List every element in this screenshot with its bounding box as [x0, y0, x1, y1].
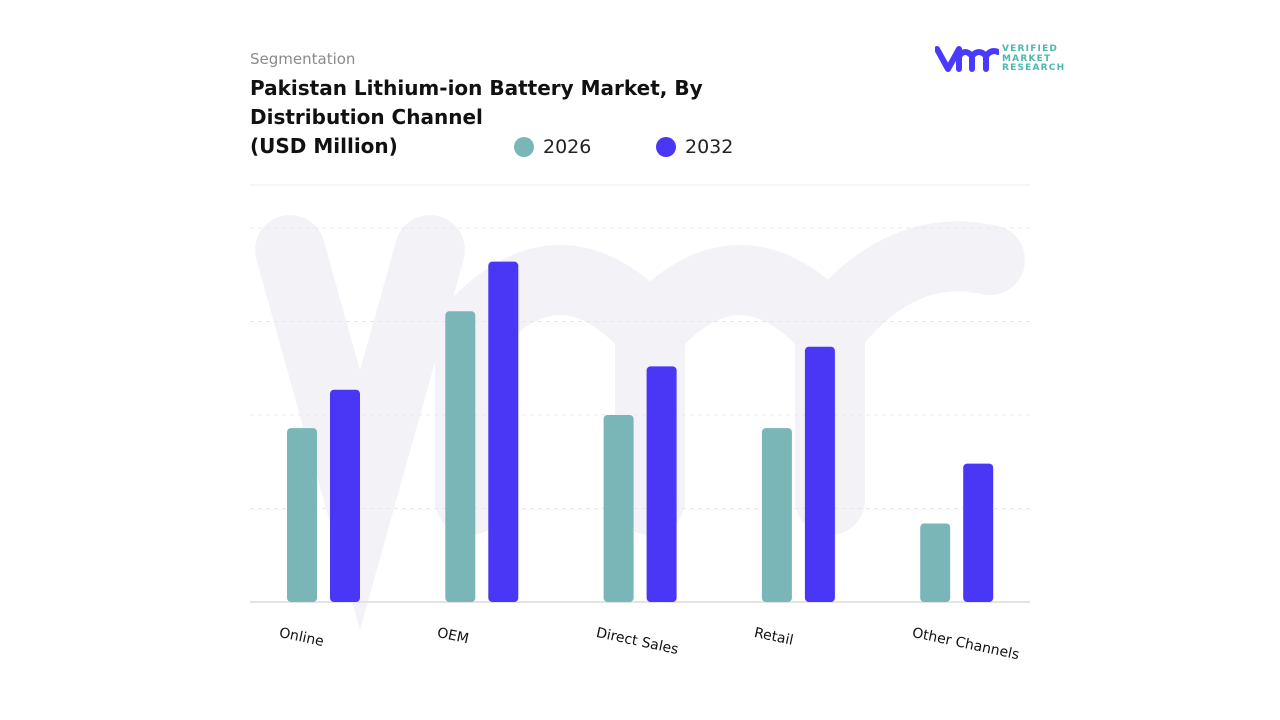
logo-line: VERIFIED [1002, 44, 1059, 54]
legend-label-2032: 2032 [685, 136, 734, 158]
bar-2026-oem [445, 311, 476, 602]
bar-2026-online [287, 428, 317, 602]
bar-2032-direct-sales [646, 366, 677, 602]
watermark-logo-icon [255, 215, 1025, 630]
legend-label-2026: 2026 [543, 136, 592, 158]
logo-line: MARKET [1002, 53, 1052, 64]
legend-item-2032: 2032 [656, 136, 733, 158]
segment-label: Segmentation [250, 50, 356, 68]
bar-2026-direct-sales [603, 415, 634, 602]
bar-2032-oem [488, 261, 519, 602]
bar-2032-online [330, 389, 360, 602]
logo-text: VERIFIED MARKET RESEARCH [1002, 44, 1066, 74]
bar-2032-retail [804, 346, 835, 602]
bar-2026-other-channels [920, 523, 951, 602]
bar-2032-other-channels [963, 463, 994, 602]
logo-line: RESEARCH [1002, 63, 1066, 73]
legend-swatch-2032 [656, 137, 676, 157]
legend-swatch-2026 [514, 137, 534, 157]
legend-item-2026: 2026 [514, 136, 591, 158]
vmr-logo-icon [935, 46, 999, 72]
title-line: Pakistan Lithium-ion Battery Market, By … [250, 76, 703, 158]
bar-2026-retail [761, 428, 792, 602]
chart-title: Pakistan Lithium-ion Battery Market, By … [250, 74, 810, 161]
